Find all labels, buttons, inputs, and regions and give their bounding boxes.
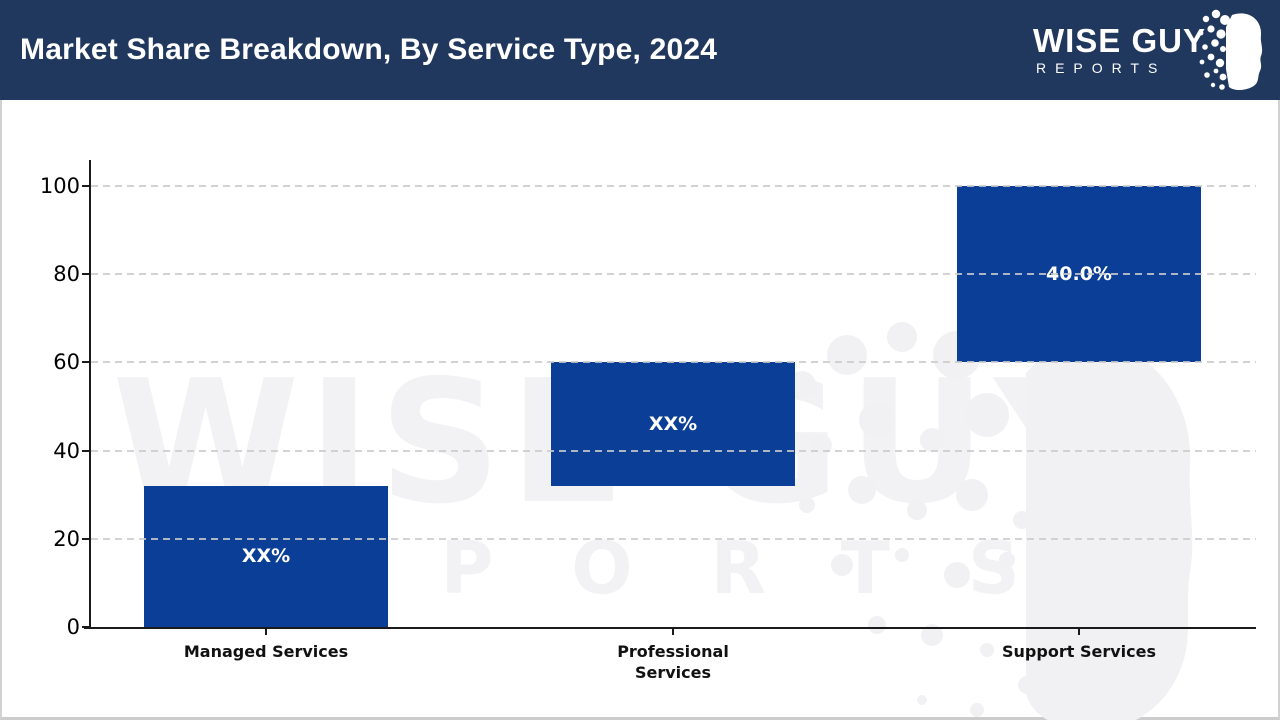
- y-tick-label: 40: [53, 438, 80, 463]
- y-tick-label: 0: [66, 615, 80, 639]
- y-tick-label: 100: [39, 174, 80, 198]
- chart-region: WISE GUY REPORTS 0 20 40 60 80 100 XX% Managed …: [0, 100, 1280, 720]
- category-label: Managed Services: [183, 642, 349, 661]
- logo-text: WISE GUY REPORTS: [1033, 24, 1206, 76]
- y-tick-label: 80: [53, 262, 80, 287]
- y-tick-mark: [82, 273, 89, 276]
- x-tick-mark: [265, 629, 267, 635]
- header: Market Share Breakdown, By Service Type,…: [0, 0, 1280, 100]
- gridline-100: [91, 185, 1256, 187]
- gridline-40: [91, 449, 1256, 452]
- y-tick-label: 60: [53, 350, 80, 375]
- gridline-80: [91, 273, 1256, 276]
- gridline-20: [91, 537, 1256, 540]
- y-tick-mark: [82, 537, 89, 540]
- logo-brand-text: WISE GUY: [1032, 22, 1206, 59]
- x-axis-line: [84, 627, 1256, 629]
- category-label: Support Services: [1002, 642, 1156, 661]
- y-tick-label: 20: [53, 526, 80, 551]
- logo-reports-text: REPORTS: [1035, 60, 1167, 76]
- logo-head-icon: [1198, 9, 1263, 91]
- y-tick-mark: [82, 361, 89, 364]
- x-tick-mark: [1078, 629, 1080, 635]
- y-tick-mark: [82, 449, 89, 452]
- y-axis-line: [89, 160, 91, 629]
- bar-segment: XX%: [551, 362, 795, 486]
- y-tick-mark: [82, 185, 89, 187]
- page-title: Market Share Breakdown, By Service Type,…: [20, 33, 718, 66]
- waterfall-chart: 0 20 40 60 80 100 XX% Managed Services XX% Profes…: [2, 100, 1278, 717]
- bar-value-label: XX%: [648, 413, 698, 436]
- bar-segment: XX%: [144, 485, 388, 627]
- category-label: Professional Services: [617, 642, 729, 682]
- bar-value-label: XX%: [241, 545, 291, 568]
- x-tick-mark: [672, 629, 674, 635]
- gridline-60: [91, 361, 1256, 364]
- wise-guy-logo: WISE GUY REPORTS: [1033, 7, 1266, 93]
